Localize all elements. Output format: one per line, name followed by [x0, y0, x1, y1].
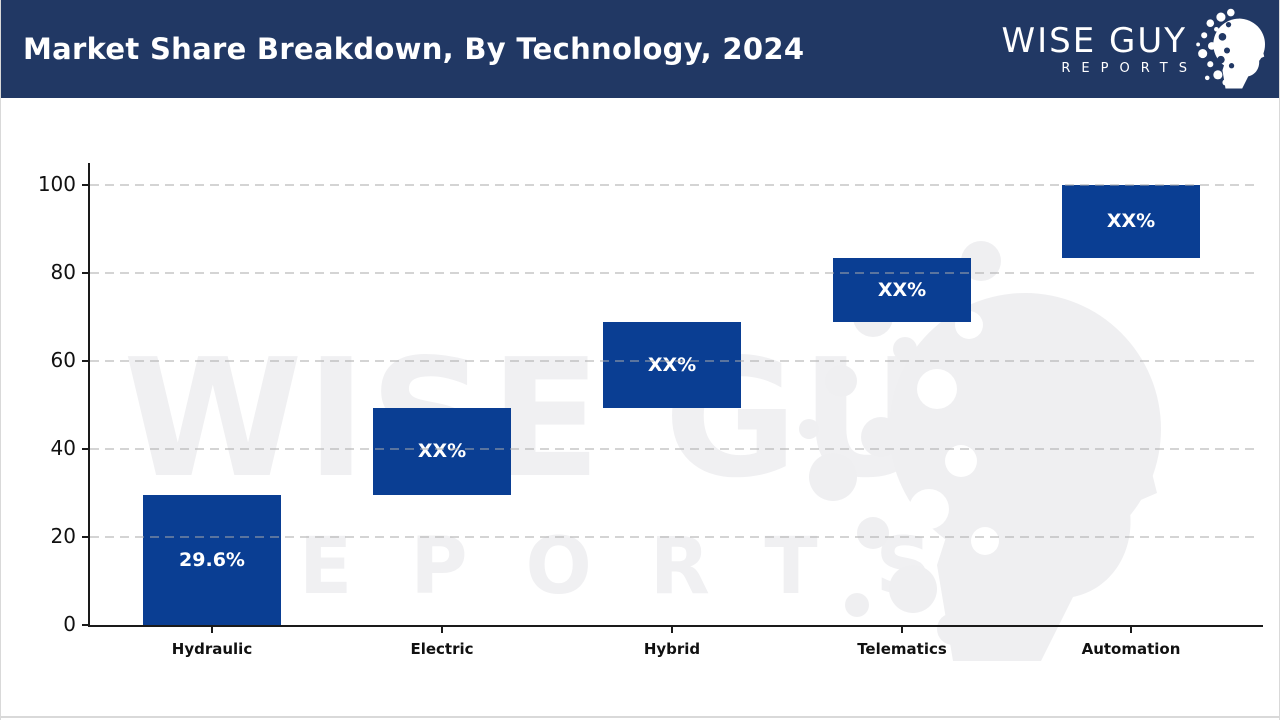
header: Market Share Breakdown, By Technology, 2…: [1, 0, 1279, 98]
x-tick-mark: [901, 625, 903, 633]
x-tick-mark: [1130, 625, 1132, 633]
bar-value-label: XX%: [417, 440, 467, 463]
bar-automation: XX%: [1062, 185, 1200, 258]
y-tick-label: 40: [50, 436, 76, 460]
bar-value-label: XX%: [877, 278, 927, 301]
x-tick-label-telematics: Telematics: [857, 640, 947, 658]
bar-electric: XX%: [373, 408, 511, 495]
page-title: Market Share Breakdown, By Technology, 2…: [23, 32, 805, 66]
x-tick-label-hydraulic: Hydraulic: [171, 640, 253, 658]
gridline-20: [90, 536, 1259, 538]
chart-area: WISE GUY REPORTS 29.6% XX% XX% XX% XX% 0 20 40 6…: [1, 98, 1279, 717]
y-tick-mark: [82, 360, 90, 362]
gridline-100: [90, 184, 1259, 186]
bar-hydraulic: 29.6%: [143, 494, 281, 625]
x-tick-mark: [211, 625, 213, 633]
bar-value-label: XX%: [1106, 210, 1156, 233]
y-axis-line: [88, 163, 90, 627]
bar-hybrid: XX%: [603, 321, 741, 409]
bottom-border: [1, 716, 1279, 718]
y-tick-label: 100: [37, 172, 76, 196]
bar-telematics: XX%: [833, 257, 971, 322]
gridline-80: [90, 272, 1259, 274]
logo-text: WISE GUY REPORTS: [1001, 24, 1187, 75]
bar-value-label: 29.6%: [179, 548, 245, 571]
logo-face-icon: [1196, 8, 1265, 89]
y-tick-label: 0: [63, 612, 76, 636]
y-tick-label: 80: [50, 260, 76, 284]
y-tick-mark: [82, 272, 90, 274]
x-axis-line: [88, 625, 1263, 627]
x-tick-label-automation: Automation: [1081, 640, 1181, 658]
x-tick-label-hybrid: Hybrid: [643, 640, 701, 658]
x-tick-label-electric: Electric: [410, 640, 474, 658]
gridline-40: [90, 448, 1259, 450]
y-tick-mark: [82, 448, 90, 450]
y-tick-label: 60: [50, 348, 76, 372]
logo-subtitle: REPORTS: [1061, 60, 1198, 76]
x-tick-mark: [441, 625, 443, 633]
gridline-60: [90, 360, 1259, 362]
y-tick-mark: [82, 624, 90, 626]
bar-value-label: XX%: [647, 353, 697, 376]
y-tick-label: 20: [50, 524, 76, 548]
y-tick-mark: [82, 184, 90, 186]
wise-guy-logo: WISE GUY REPORTS: [1001, 6, 1265, 92]
y-tick-mark: [82, 536, 90, 538]
watermark-subtitle: REPORTS: [181, 522, 990, 612]
x-tick-mark: [671, 625, 673, 633]
logo-wordmark: WISE GUY: [1001, 20, 1187, 61]
